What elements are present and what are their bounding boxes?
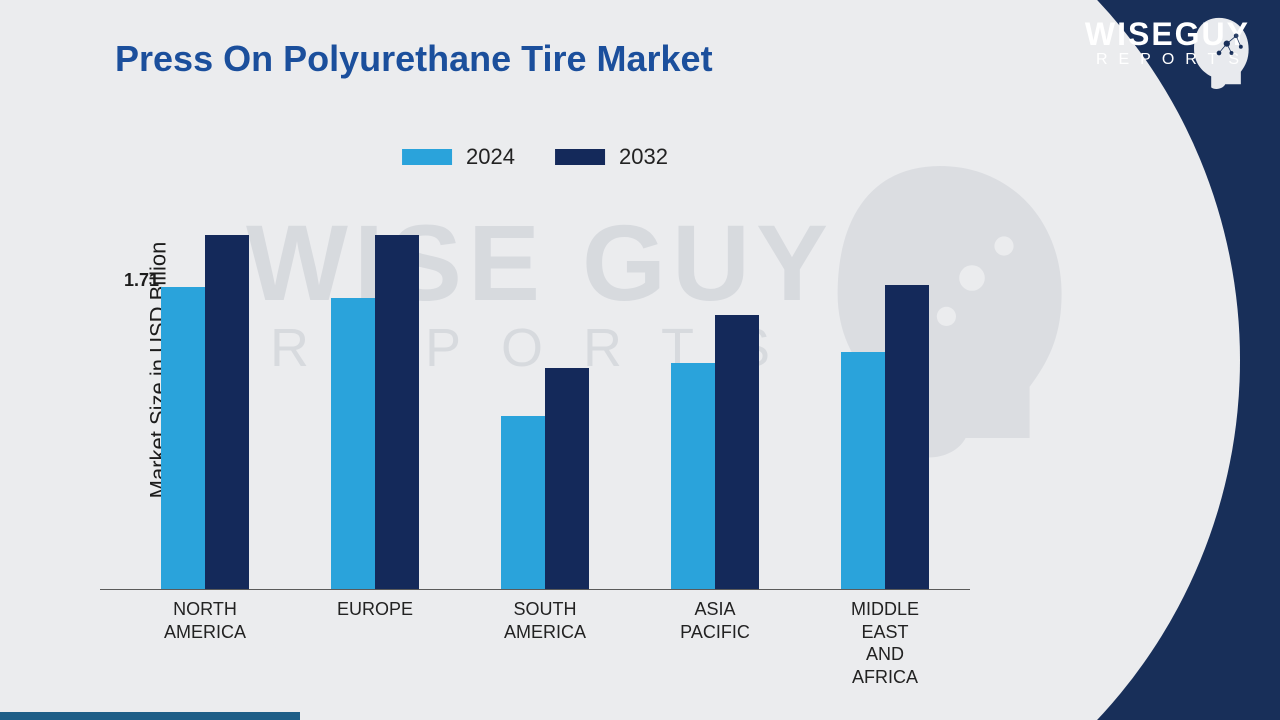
legend-swatch-2032	[555, 149, 605, 165]
bar-group	[810, 200, 960, 590]
bar-2024	[161, 287, 205, 590]
bar-2032	[205, 235, 249, 590]
bar-2032	[715, 315, 759, 590]
chart-title: Press On Polyurethane Tire Market	[115, 38, 713, 80]
bar-2024	[501, 416, 545, 590]
bar-group	[470, 200, 620, 590]
bar-group	[640, 200, 790, 590]
category-labels: NORTHAMERICAEUROPESOUTHAMERICAASIAPACIFI…	[120, 590, 970, 688]
legend-label-2024: 2024	[466, 144, 515, 170]
legend-label-2032: 2032	[619, 144, 668, 170]
category-label: NORTHAMERICA	[130, 598, 280, 688]
category-label: ASIAPACIFIC	[640, 598, 790, 688]
bar-value-label: 1.71	[124, 270, 159, 291]
bar-group: 1.71	[130, 200, 280, 590]
footer-accent-bar	[0, 712, 300, 720]
brand-logo: WISEGUY REPORTS	[1085, 18, 1250, 68]
bar-2032	[885, 285, 929, 590]
bar-groups: 1.71	[120, 200, 970, 590]
bar-2024	[331, 298, 375, 591]
stage: WISE GUY REPORTS Press On Polyurethane T…	[0, 0, 1280, 720]
legend-item-2032: 2032	[555, 144, 668, 170]
legend: 2024 2032	[402, 144, 668, 170]
brand-head-icon	[1180, 14, 1258, 92]
chart-area: Market Size in USD Billion 2024 2032 1.7…	[100, 150, 970, 590]
legend-item-2024: 2024	[402, 144, 515, 170]
bar-2024	[841, 352, 885, 590]
bar-group	[300, 200, 450, 590]
legend-swatch-2024	[402, 149, 452, 165]
bar-2032	[545, 368, 589, 590]
bar-2024	[671, 363, 715, 590]
category-label: EUROPE	[300, 598, 450, 688]
bar-2032	[375, 235, 419, 590]
category-label: SOUTHAMERICA	[470, 598, 620, 688]
category-label: MIDDLEEASTANDAFRICA	[810, 598, 960, 688]
